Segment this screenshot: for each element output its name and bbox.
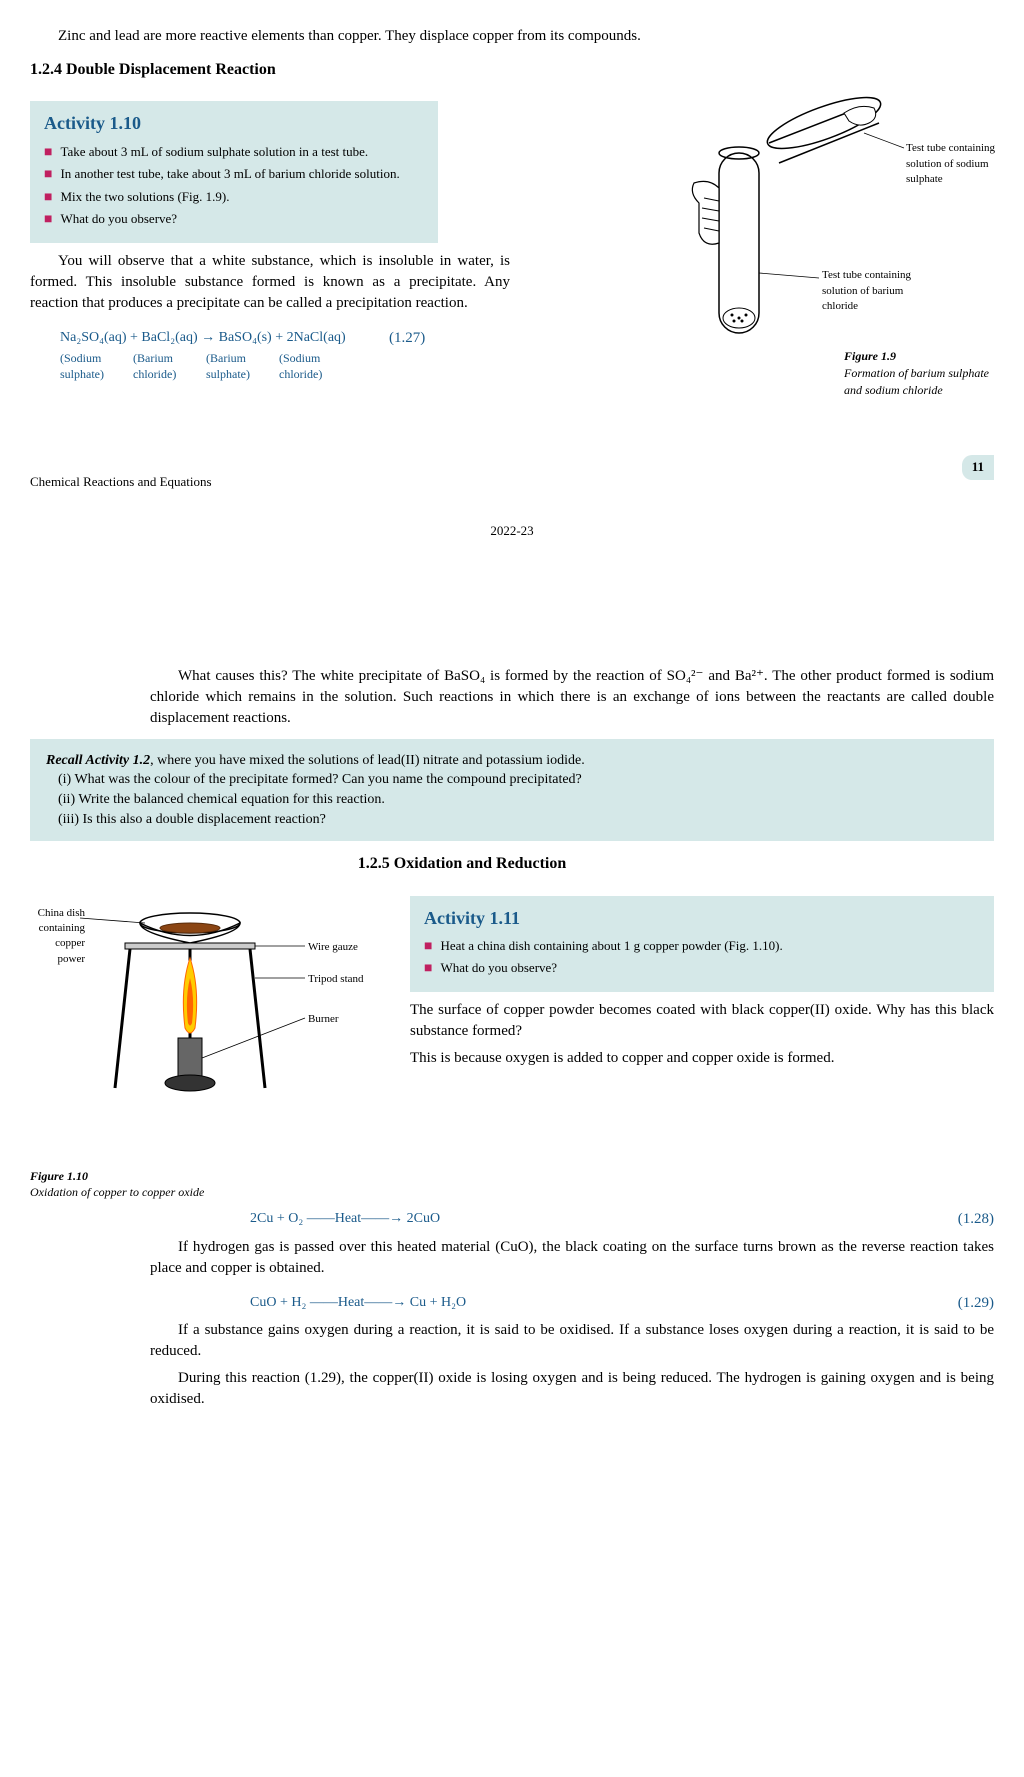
equation-127: Na₂SO₄(aq) + BaCl₂(aq) → BaSO₄(s) + 2NaC… — [60, 328, 349, 348]
figure-label: Burner — [308, 1012, 339, 1027]
recall-box: Recall Activity 1.2, where you have mixe… — [30, 739, 994, 841]
activity-item: ■Take about 3 mL of sodium sulphate solu… — [44, 143, 424, 163]
recall-title: Recall Activity 1.2 — [46, 753, 150, 768]
footer-chapter-title: Chemical Reactions and Equations — [30, 473, 212, 491]
bullet-icon: ■ — [424, 937, 432, 957]
paragraph-during: During this reaction (1.29), the copper(… — [150, 1368, 994, 1410]
equation-number: (1.28) — [958, 1209, 994, 1231]
activity-110-title: Activity 1.10 — [44, 111, 424, 136]
activity-110-box: Activity 1.10 ■Take about 3 mL of sodium… — [30, 101, 438, 243]
section-heading-124: 1.2.4 Double Displacement Reaction — [30, 59, 994, 81]
figure-label: China dish containing copper power — [30, 906, 85, 968]
equation-labels: (Sodium (Barium (Barium (Sodium — [60, 350, 349, 367]
bullet-icon: ■ — [424, 959, 432, 979]
figure-label: Test tube containing solution of sodium … — [906, 141, 996, 187]
figure-110-caption: Figure 1.10 Oxidation of copper to coppe… — [30, 1168, 390, 1202]
figure-label: Test tube containing solution of barium … — [822, 268, 932, 314]
academic-year: 2022-23 — [30, 522, 994, 540]
equation-128: 2Cu + O₂ ——Heat——→ 2CuO — [250, 1209, 440, 1229]
recall-q2: (ii) Write the balanced chemical equatio… — [58, 790, 978, 810]
paragraph-surface: The surface of copper powder becomes coa… — [410, 1000, 994, 1042]
bullet-icon: ■ — [44, 188, 52, 208]
figure-19-diagram: Test tube containing solution of sodium … — [644, 93, 994, 413]
paragraph-cause: What causes this? The white precipitate … — [150, 666, 994, 729]
figure-19-caption: Figure 1.9 Formation of barium sulphate … — [844, 348, 994, 398]
bullet-icon: ■ — [44, 165, 52, 185]
page-number: 11 — [962, 455, 994, 479]
equation-129: CuO + H₂ ——Heat——→ Cu + H₂O — [250, 1293, 466, 1313]
bullet-icon: ■ — [44, 143, 52, 163]
paragraph-observation: You will observe that a white substance,… — [30, 251, 510, 314]
activity-111-title: Activity 1.11 — [424, 906, 980, 931]
activity-item: ■Heat a china dish containing about 1 g … — [424, 937, 980, 957]
equation-number: (1.27) — [389, 328, 425, 349]
section-heading-125: 1.2.5 Oxidation and Reduction — [0, 853, 994, 875]
equation-labels: sulphate) chloride) sulphate) chloride) — [60, 366, 349, 383]
intro-text: Zinc and lead are more reactive elements… — [30, 26, 994, 47]
activity-item: ■What do you observe? — [424, 959, 980, 979]
bullet-icon: ■ — [44, 210, 52, 230]
activity-111-box: Activity 1.11 ■Heat a china dish contain… — [410, 896, 994, 992]
paragraph-oxidised: If a substance gains oxygen during a rea… — [150, 1320, 994, 1362]
figure-label: Tripod stand — [308, 972, 364, 987]
activity-item: ■In another test tube, take about 3 mL o… — [44, 165, 424, 185]
figure-label: Wire gauze — [308, 940, 358, 955]
paragraph-hydrogen: If hydrogen gas is passed over this heat… — [150, 1237, 994, 1279]
figure-110-diagram: China dish containing copper power Wire … — [30, 888, 390, 1168]
recall-q1: (i) What was the colour of the precipita… — [58, 770, 978, 790]
equation-number: (1.29) — [958, 1293, 994, 1315]
activity-item: ■Mix the two solutions (Fig. 1.9). — [44, 188, 424, 208]
recall-q3: (iii) Is this also a double displacement… — [58, 810, 978, 830]
activity-item: ■What do you observe? — [44, 210, 424, 230]
paragraph-oxygen: This is because oxygen is added to coppe… — [410, 1048, 994, 1069]
